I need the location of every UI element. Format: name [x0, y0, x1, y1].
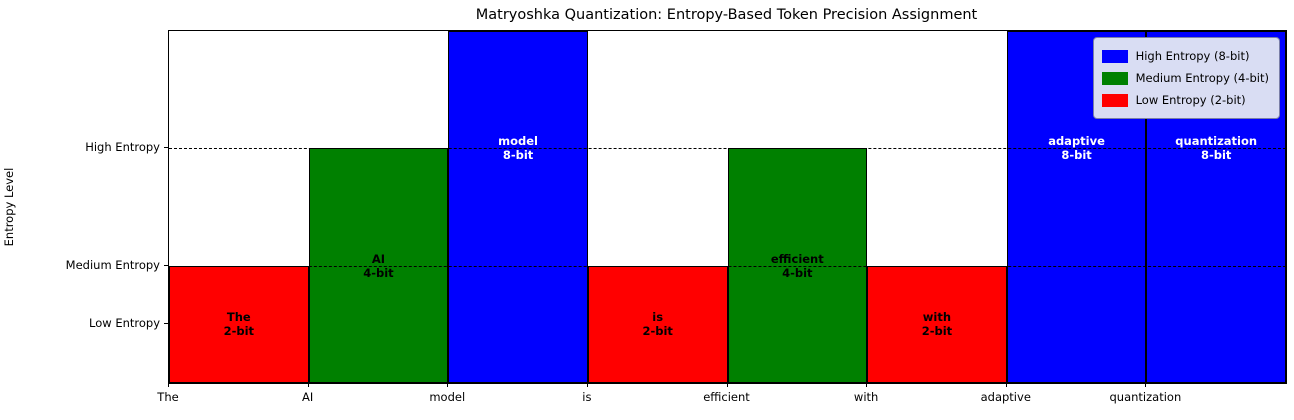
legend-label: High Entropy (8-bit)	[1135, 49, 1250, 63]
xtick-mark-0	[168, 383, 169, 387]
xtick-mark-6	[1005, 383, 1007, 387]
legend: High Entropy (8-bit) Medium Entropy (4-bi…	[1092, 37, 1280, 119]
ytick-label-1: Medium Entropy	[65, 257, 160, 272]
xtick-label-4-efficient: efficient	[703, 390, 750, 404]
xtick-mark-2	[447, 383, 449, 387]
y-axis-label: Entropy Level	[2, 167, 16, 247]
legend-item-2: Low Entropy (2-bit)	[1101, 89, 1269, 111]
xtick-mark-1	[307, 383, 309, 387]
ytick-mark-1	[164, 264, 168, 266]
xtick-mark-3	[586, 383, 588, 387]
xtick-label-5-with: with	[853, 390, 879, 404]
legend-swatch-icon	[1101, 71, 1128, 85]
chart-title: Matryoshka Quantization: Entropy-Based T…	[475, 7, 978, 23]
xtick-mark-7	[1145, 383, 1147, 387]
xtick-label-2-model: model	[429, 390, 466, 404]
threshold-line-0	[169, 265, 1286, 267]
legend-swatch-icon	[1101, 49, 1128, 63]
bar-0-the	[169, 265, 309, 383]
ytick-mark-2	[164, 147, 168, 149]
threshold-line-1	[169, 148, 1286, 150]
legend-swatch-icon	[1101, 93, 1128, 107]
bar-3-is	[587, 265, 728, 383]
legend-item-0: High Entropy (8-bit)	[1101, 45, 1269, 67]
xtick-label-3-is: is	[582, 390, 592, 404]
ytick-label-2: High Entropy	[85, 140, 160, 155]
xtick-mark-4	[726, 383, 728, 387]
legend-label: Medium Entropy (4-bit)	[1135, 71, 1269, 85]
legend-item-1: Medium Entropy (4-bit)	[1101, 67, 1269, 89]
xtick-mark-5	[866, 383, 868, 387]
ytick-mark-0	[164, 323, 168, 325]
bar-5-with	[867, 265, 1007, 383]
xtick-label-7-quantization: quantization	[1109, 390, 1182, 404]
xtick-label-1-ai: AI	[301, 390, 314, 404]
bar-2-model	[448, 31, 588, 383]
xtick-label-0-the: The	[157, 390, 179, 404]
ytick-label-0: Low Entropy	[89, 316, 160, 331]
legend-label: Low Entropy (2-bit)	[1135, 93, 1246, 107]
xtick-label-6-adaptive: adaptive	[980, 390, 1031, 404]
